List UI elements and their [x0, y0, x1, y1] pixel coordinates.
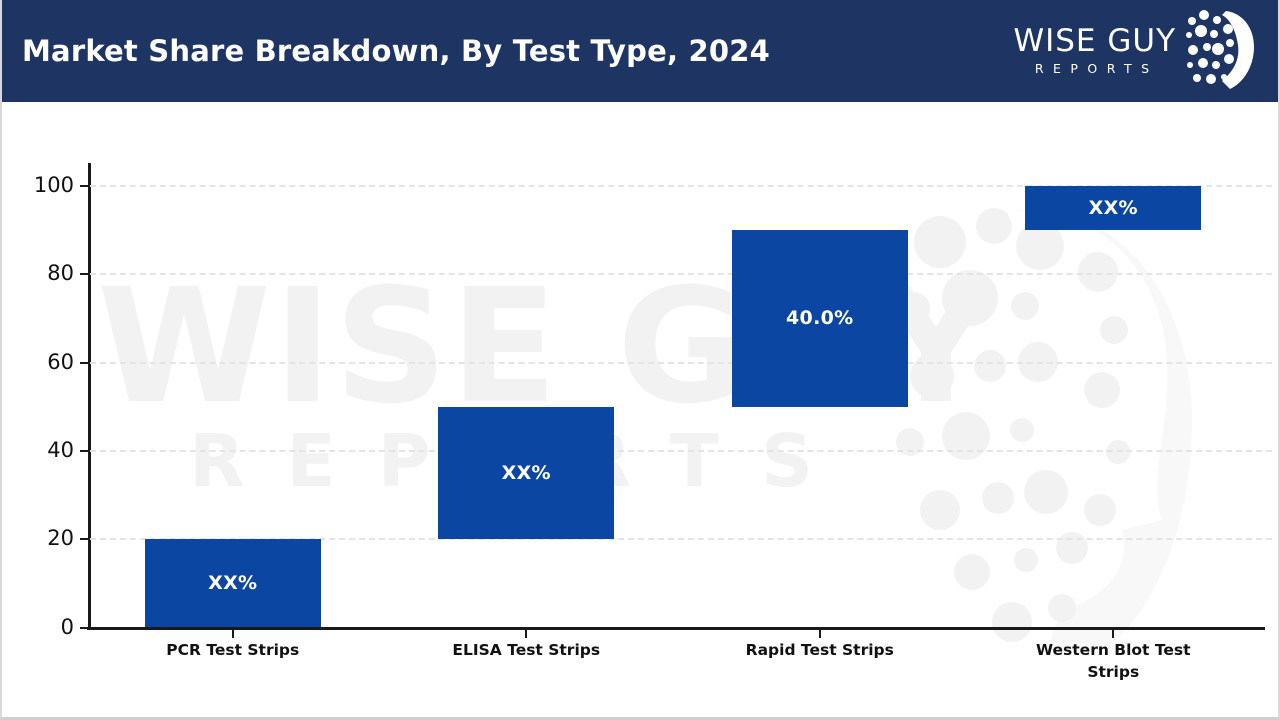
bar-value-label: XX%	[208, 572, 258, 595]
y-tick-mark	[80, 185, 89, 187]
y-tick-mark	[80, 273, 89, 276]
y-tick-label: 0	[60, 614, 74, 639]
bar: XX%	[144, 539, 321, 628]
gridline	[90, 273, 1272, 276]
y-tick-mark	[80, 449, 89, 452]
x-tick-mark	[231, 630, 234, 638]
y-tick-mark	[80, 626, 89, 629]
gridline	[90, 361, 1272, 364]
bar-value-label: 40.0%	[786, 307, 854, 330]
bar: XX%	[438, 406, 615, 540]
y-tick-mark	[80, 361, 89, 364]
gridline	[90, 449, 1272, 452]
brand-logo: WISE GUY REPORTS	[1013, 7, 1258, 95]
bar: XX%	[1025, 186, 1202, 231]
brand-head-icon	[1180, 7, 1258, 95]
x-tick-mark	[525, 630, 528, 638]
brand-subname: REPORTS	[1034, 61, 1159, 76]
y-tick-label: 60	[47, 349, 74, 374]
x-tick-mark	[1112, 630, 1115, 638]
y-axis-line	[88, 163, 91, 629]
y-tick-label: 20	[47, 526, 74, 551]
y-tick-label: 40	[47, 437, 74, 462]
x-tick-mark	[818, 630, 821, 638]
header: Market Share Breakdown, By Test Type, 20…	[2, 0, 1278, 102]
chart-title: Market Share Breakdown, By Test Type, 20…	[22, 34, 771, 68]
bar: 40.0%	[731, 230, 908, 407]
x-category-label: Western Blot Test Strips	[1035, 641, 1191, 681]
x-category-label: ELISA Test Strips	[452, 641, 601, 659]
brand-name: WISE GUY	[1013, 23, 1176, 59]
x-category-label: PCR Test Strips	[166, 641, 300, 659]
y-tick-mark	[80, 538, 89, 541]
y-tick-label: 100	[33, 173, 74, 197]
gridline	[90, 185, 1272, 187]
y-tick-label: 80	[47, 261, 74, 286]
brand-logo-text: WISE GUY REPORTS	[1013, 23, 1176, 77]
bar-value-label: XX%	[1088, 197, 1138, 220]
gridline	[90, 538, 1272, 541]
x-axis-line	[87, 627, 1265, 630]
bar-value-label: XX%	[501, 461, 551, 484]
x-category-label: Rapid Test Strips	[745, 641, 894, 659]
